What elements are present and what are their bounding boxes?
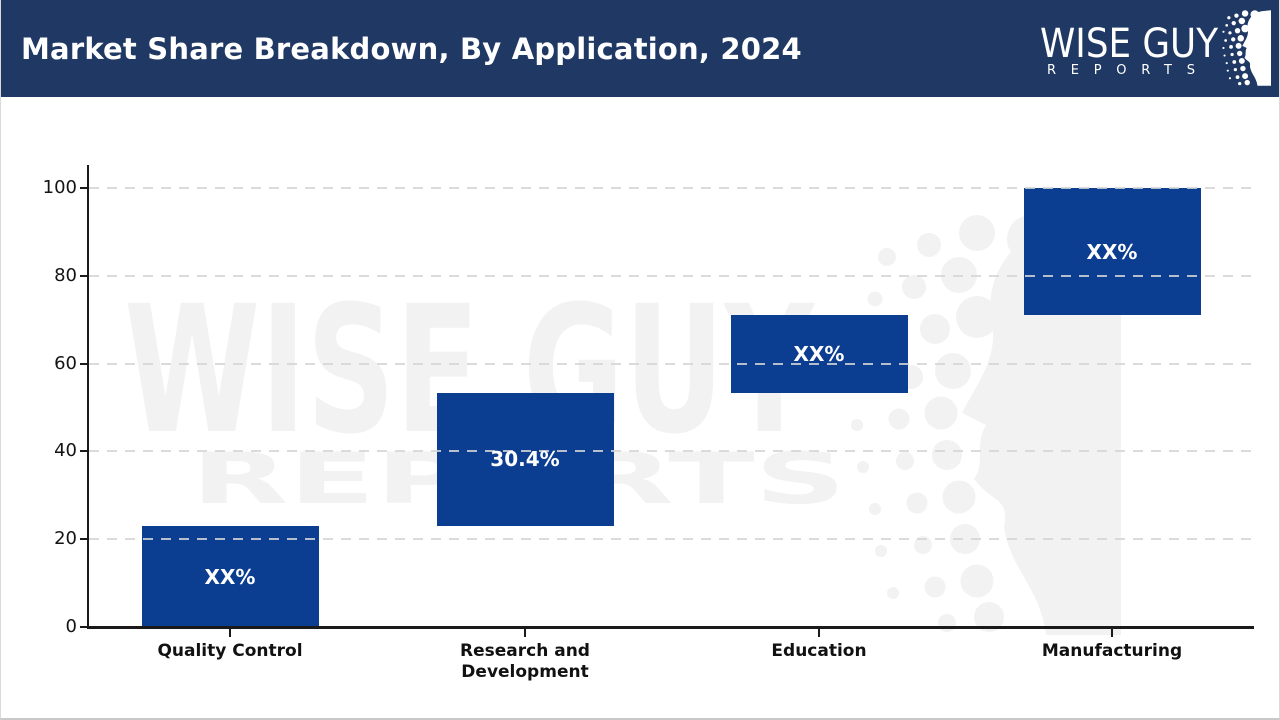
gridline-80 <box>89 274 1254 277</box>
x-tick <box>524 629 526 637</box>
y-tick-label-40: 40 <box>54 440 77 462</box>
x-axis <box>87 626 1254 629</box>
bar-value-label: 30.4% <box>490 447 560 472</box>
x-tick <box>818 629 820 637</box>
y-tick-label-80: 80 <box>54 264 77 286</box>
bar-segment <box>141 526 319 627</box>
x-tick <box>229 629 231 637</box>
y-tick-100 <box>80 187 87 189</box>
bar-segment <box>730 315 908 393</box>
gridline-40 <box>89 450 1254 453</box>
y-tick-40 <box>80 450 87 453</box>
bar-value-label: XX% <box>204 564 256 589</box>
header-bar: Market Share Breakdown, By Application, … <box>1 0 1279 97</box>
bar-segment <box>1023 188 1201 316</box>
bar-segment <box>436 392 614 527</box>
chart-title: Market Share Breakdown, By Application, … <box>21 31 802 66</box>
y-tick-80 <box>80 274 87 277</box>
gridline-20 <box>89 538 1254 541</box>
y-tick-label-0: 0 <box>65 616 77 637</box>
y-tick-0 <box>80 626 87 628</box>
wise-guy-logo: WISE GUY REPORTS <box>1040 10 1271 86</box>
gridline-100 <box>89 187 1254 189</box>
x-tick <box>1111 629 1113 637</box>
category-label: Quality Control <box>157 641 303 661</box>
category-label: Manufacturing <box>1041 641 1183 661</box>
y-axis <box>87 165 89 627</box>
y-tick-label-60: 60 <box>54 352 77 374</box>
y-tick-label-20: 20 <box>54 528 77 550</box>
gridline-60 <box>89 362 1254 365</box>
category-label: Research and Development <box>460 641 590 682</box>
logo-wordmark: WISE GUY <box>1040 21 1219 67</box>
logo-face-icon <box>1222 10 1271 86</box>
y-tick-20 <box>80 538 87 541</box>
category-label: Education <box>771 641 867 661</box>
bar-value-label: XX% <box>793 341 845 366</box>
bar-value-label: XX% <box>1086 239 1138 264</box>
y-tick-60 <box>80 362 87 365</box>
y-tick-label-100: 100 <box>42 177 77 198</box>
